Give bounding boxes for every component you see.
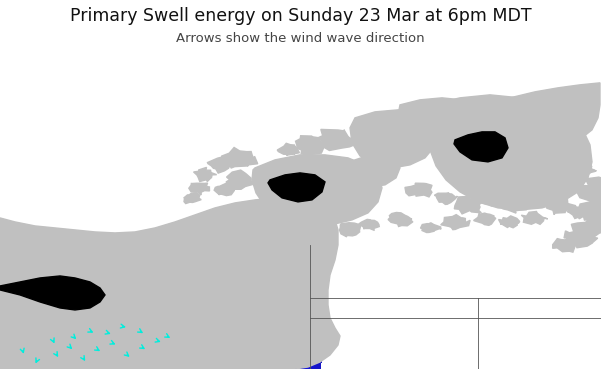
Polygon shape xyxy=(252,155,382,225)
Polygon shape xyxy=(207,157,234,173)
Polygon shape xyxy=(268,173,325,202)
Polygon shape xyxy=(474,213,496,225)
Polygon shape xyxy=(435,193,457,204)
Polygon shape xyxy=(565,155,587,169)
Polygon shape xyxy=(184,193,201,204)
Polygon shape xyxy=(194,168,217,182)
Polygon shape xyxy=(528,190,549,204)
Polygon shape xyxy=(546,200,576,215)
Polygon shape xyxy=(359,220,379,230)
Polygon shape xyxy=(405,183,432,197)
Polygon shape xyxy=(388,213,413,227)
Polygon shape xyxy=(490,83,600,142)
Polygon shape xyxy=(296,136,324,155)
Polygon shape xyxy=(454,196,482,214)
Polygon shape xyxy=(553,238,579,252)
Polygon shape xyxy=(340,223,361,237)
Polygon shape xyxy=(575,164,596,176)
Polygon shape xyxy=(398,98,474,138)
Polygon shape xyxy=(481,189,506,206)
Polygon shape xyxy=(564,230,598,248)
Polygon shape xyxy=(421,223,441,232)
Polygon shape xyxy=(502,198,528,213)
Polygon shape xyxy=(189,183,210,195)
Polygon shape xyxy=(221,148,258,168)
Polygon shape xyxy=(521,211,548,224)
Polygon shape xyxy=(0,198,340,369)
Text: Arrows show the wind wave direction: Arrows show the wind wave direction xyxy=(176,32,425,45)
Polygon shape xyxy=(575,177,601,204)
Polygon shape xyxy=(350,154,400,187)
Polygon shape xyxy=(277,143,299,155)
Polygon shape xyxy=(572,217,601,239)
Polygon shape xyxy=(441,215,470,230)
Polygon shape xyxy=(499,216,519,228)
Text: Primary Swell energy on Sunday 23 Mar at 6pm MDT: Primary Swell energy on Sunday 23 Mar at… xyxy=(70,7,531,25)
Polygon shape xyxy=(227,170,254,189)
Polygon shape xyxy=(428,95,592,210)
Polygon shape xyxy=(310,185,358,218)
Polygon shape xyxy=(549,147,572,162)
Polygon shape xyxy=(214,183,234,196)
Polygon shape xyxy=(350,110,438,168)
Polygon shape xyxy=(567,206,590,219)
Polygon shape xyxy=(575,199,601,220)
Polygon shape xyxy=(316,130,356,151)
Polygon shape xyxy=(0,276,105,310)
Polygon shape xyxy=(454,132,508,162)
